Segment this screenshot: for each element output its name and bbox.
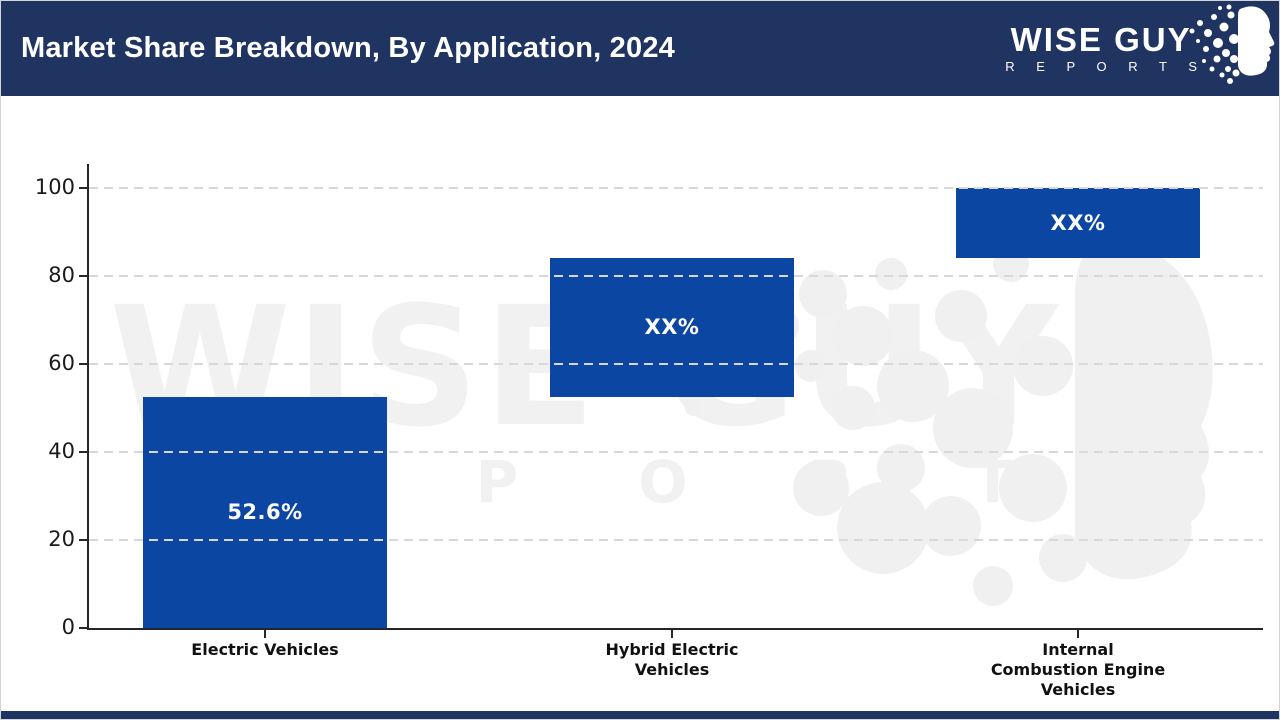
y-tick [79,451,87,453]
logo-subtext: R E P O R T S [1005,59,1206,74]
bar-value-label: 52.6% [227,500,303,525]
x-category-label: Internal Combustion Engine Vehicles [990,640,1166,699]
x-category-label: Electric Vehicles [191,640,339,659]
y-tick-label: 40 [48,439,75,463]
x-tick [1077,630,1079,638]
x-tick [264,630,266,638]
bar-value-label: XX% [1050,211,1106,236]
gridline [89,451,1263,453]
logo-wordmark: WISE GUY [1010,21,1192,58]
bar: XX% [956,188,1200,259]
footer-bar [1,711,1279,719]
x-tick [671,630,673,638]
x-category-label: Hybrid Electric Vehicles [605,640,739,679]
y-tick [79,275,87,277]
y-tick-label: 100 [34,175,75,199]
y-tick-label: 60 [48,351,75,375]
bar: XX% [550,258,794,397]
gridline [89,363,1263,365]
gridline [89,187,1263,189]
y-tick-label: 0 [61,615,75,639]
y-axis-spine [87,164,89,630]
chart-canvas: WISE GUY R E P O R T S 52.6% Electric Veh [1,96,1279,713]
gridline [89,275,1263,277]
y-tick [79,187,87,189]
dotted-head-profile-icon [1183,3,1275,95]
x-axis-spine [87,628,1263,630]
gridline [89,539,1263,541]
y-tick [79,539,87,541]
y-tick [79,363,87,365]
y-tick-label: 80 [48,263,75,287]
y-tick [79,627,87,629]
logo-text: WISE GUY R E P O R T S [1005,21,1197,75]
y-tick-label: 20 [48,527,75,551]
wise-guy-reports-logo: WISE GUY R E P O R T S [1005,3,1279,95]
bar: 52.6% [143,396,387,628]
chart-title: Market Share Breakdown, By Application, … [21,32,675,64]
header-banner: Market Share Breakdown, By Application, … [1,1,1279,96]
bar-value-label: XX% [644,315,700,340]
